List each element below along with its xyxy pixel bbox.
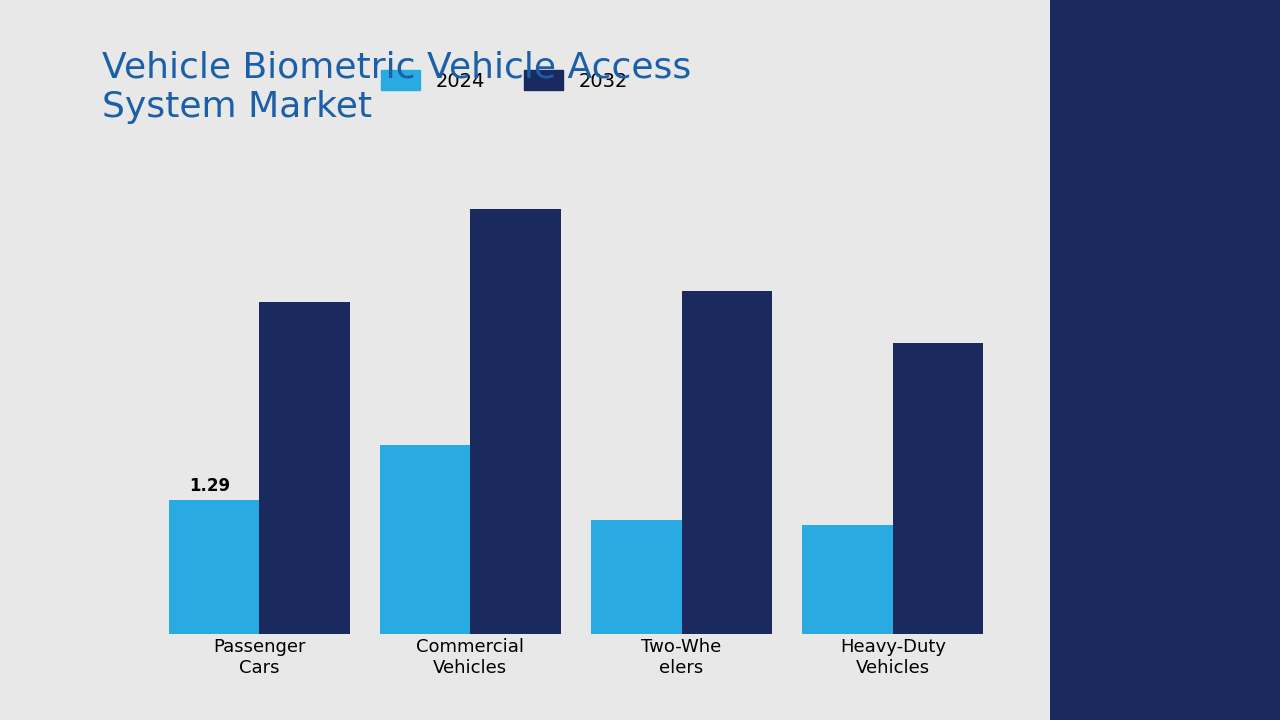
Bar bbox=[892, 343, 983, 634]
Legend: 2024, 2032: 2024, 2032 bbox=[374, 63, 635, 99]
Bar bbox=[591, 520, 681, 634]
Bar bbox=[471, 209, 561, 634]
Bar bbox=[169, 500, 260, 634]
Bar bbox=[681, 292, 772, 634]
Text: Vehicle Biometric Vehicle Access
System Market: Vehicle Biometric Vehicle Access System … bbox=[102, 50, 691, 124]
Text: 1.29: 1.29 bbox=[189, 477, 230, 495]
Bar bbox=[380, 445, 471, 634]
Bar bbox=[260, 302, 349, 634]
Bar bbox=[803, 525, 892, 634]
